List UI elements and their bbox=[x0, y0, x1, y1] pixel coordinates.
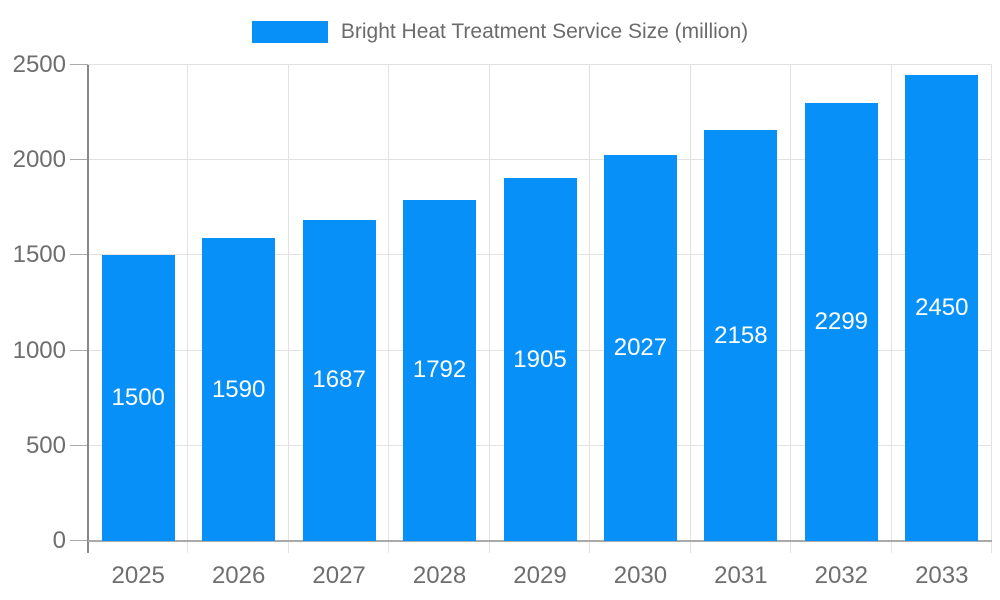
bar-2032 bbox=[804, 103, 878, 541]
bar-2025 bbox=[101, 255, 175, 541]
y-axis-tick-label: 500 bbox=[25, 431, 66, 459]
x-axis-tick-label: 2028 bbox=[412, 562, 467, 589]
gridline-vertical bbox=[890, 65, 892, 553]
bar-value-label: 1792 bbox=[412, 356, 467, 384]
x-axis-tick-label: 2033 bbox=[915, 562, 969, 589]
x-axis-tick-label: 2027 bbox=[312, 562, 366, 589]
legend: Bright Heat Treatment Service Size (mill… bbox=[0, 16, 1000, 48]
bar-2026 bbox=[202, 238, 276, 541]
gridline-vertical bbox=[991, 65, 992, 553]
bar-value-label: 1590 bbox=[211, 375, 266, 403]
y-axis-line bbox=[87, 65, 89, 553]
bar-2029 bbox=[503, 178, 577, 541]
y-axis-tick bbox=[70, 64, 88, 65]
bar-value-label: 1905 bbox=[513, 345, 567, 373]
bar-value-label: 2450 bbox=[915, 293, 969, 321]
y-axis-tick-label: 1000 bbox=[12, 336, 66, 364]
gridline-vertical bbox=[187, 65, 189, 553]
gridline-horizontal bbox=[88, 159, 992, 161]
y-axis-tick bbox=[70, 159, 88, 161]
gridline-vertical bbox=[287, 65, 289, 553]
x-axis-tick-label: 2025 bbox=[111, 562, 165, 589]
y-axis-tick-label: 0 bbox=[52, 527, 66, 554]
bar-value-label: 2158 bbox=[714, 321, 768, 349]
y-axis-tick-label: 1500 bbox=[12, 241, 66, 269]
x-axis-line bbox=[88, 540, 992, 542]
bar-value-label: 2299 bbox=[814, 308, 869, 336]
y-axis-tick bbox=[70, 349, 88, 351]
bar-2028 bbox=[403, 199, 477, 541]
gridline-vertical bbox=[589, 65, 591, 553]
y-axis-tick-label: 2500 bbox=[12, 51, 66, 78]
bar-2033 bbox=[905, 74, 979, 541]
x-axis-tick-label: 2031 bbox=[714, 562, 768, 589]
gridline-horizontal bbox=[88, 64, 992, 65]
gridline-vertical bbox=[790, 65, 792, 553]
bar-2030 bbox=[603, 155, 677, 541]
x-axis-tick-label: 2030 bbox=[613, 562, 668, 589]
bar-2027 bbox=[302, 219, 376, 541]
gridline-vertical bbox=[388, 65, 390, 553]
bar-value-label: 2027 bbox=[613, 334, 668, 362]
bar-2031 bbox=[704, 130, 778, 541]
y-axis-tick bbox=[70, 444, 88, 446]
y-axis-tick bbox=[70, 540, 88, 541]
y-axis-tick bbox=[70, 254, 88, 256]
legend-swatch bbox=[251, 21, 328, 43]
x-axis-tick-label: 2026 bbox=[211, 562, 266, 589]
bar-value-label: 1687 bbox=[312, 366, 366, 394]
gridline-vertical bbox=[689, 65, 691, 553]
legend-label: Bright Heat Treatment Service Size (mill… bbox=[340, 20, 749, 43]
bar-value-label: 1500 bbox=[111, 384, 165, 412]
x-axis-tick-label: 2032 bbox=[814, 562, 869, 589]
gridline-vertical bbox=[488, 65, 490, 553]
x-axis-tick-label: 2029 bbox=[513, 562, 567, 589]
y-axis-tick-label: 2000 bbox=[12, 146, 66, 174]
